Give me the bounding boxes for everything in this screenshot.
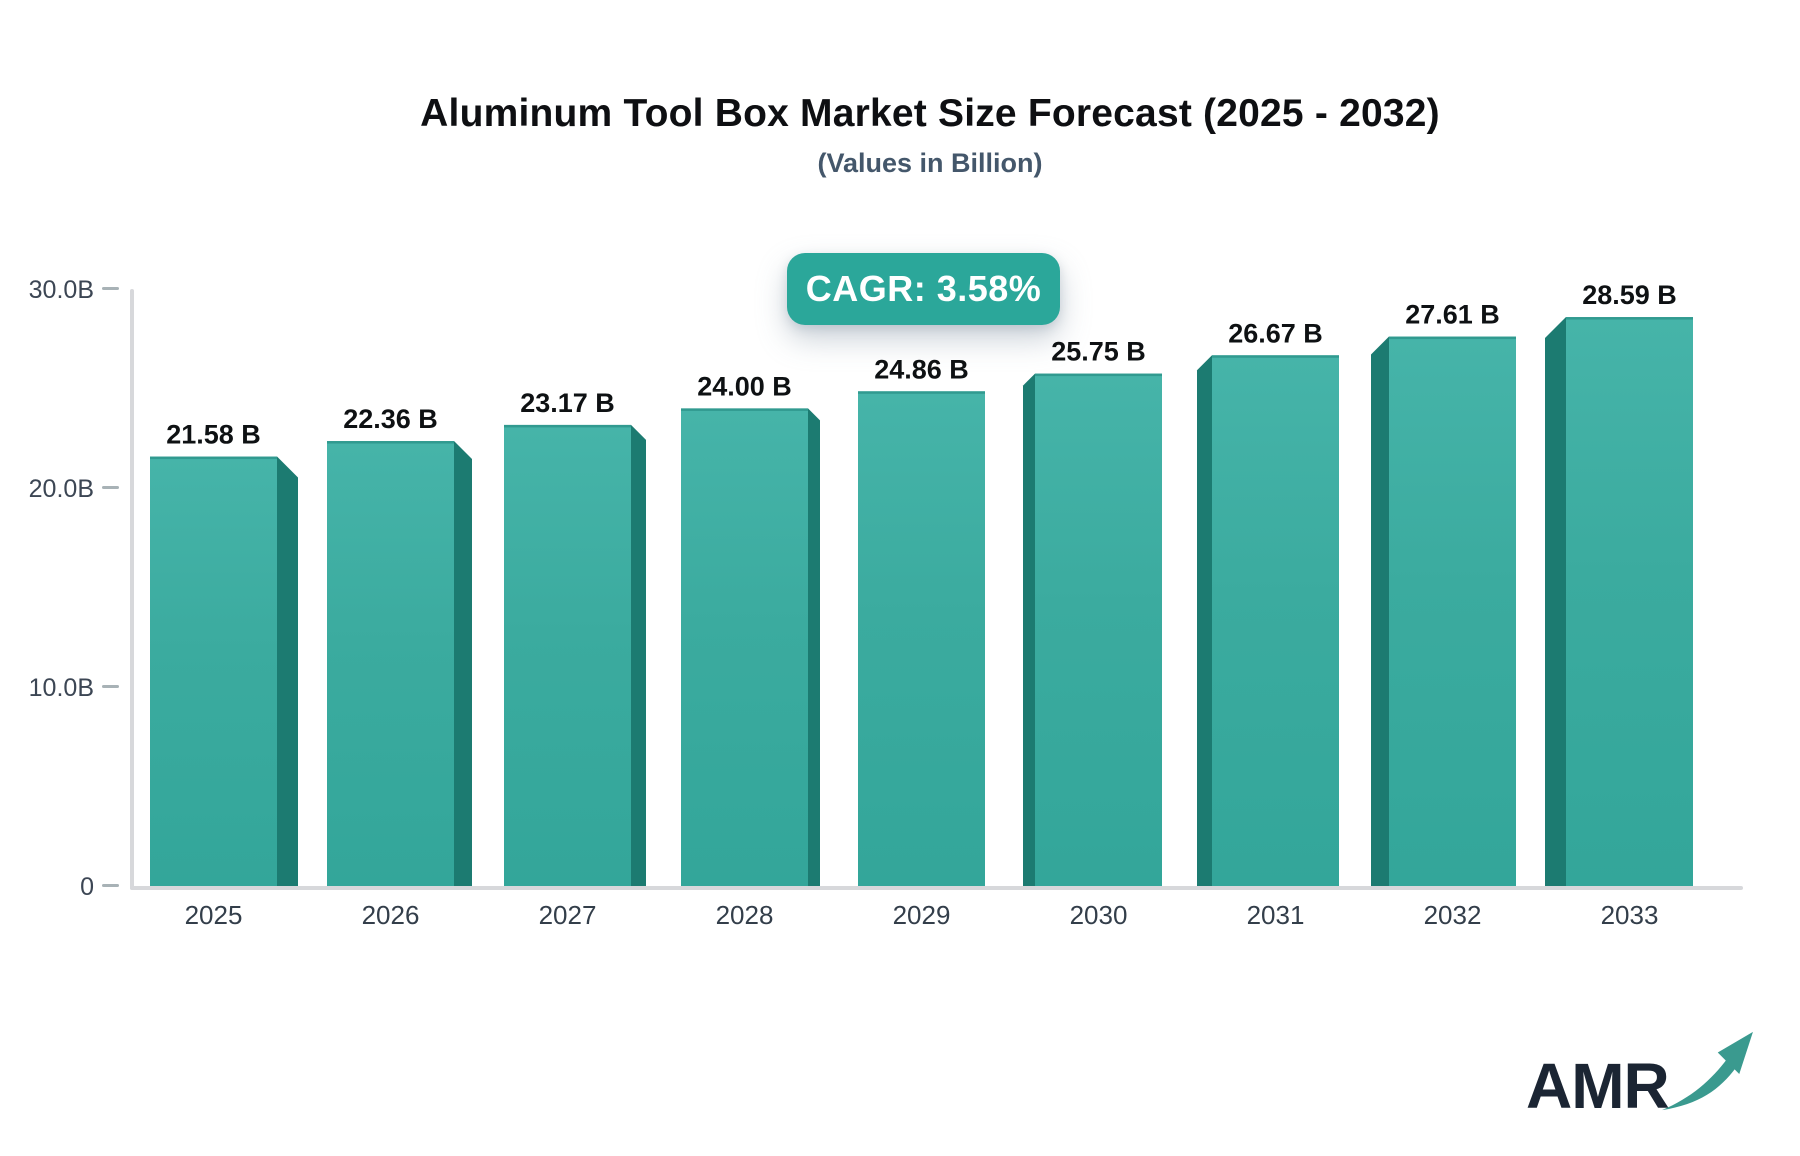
bar-value-label: 24.00 B bbox=[697, 371, 792, 401]
bar-face bbox=[1035, 373, 1162, 886]
bar-top-edge bbox=[681, 408, 808, 411]
y-tick-dash bbox=[102, 486, 119, 489]
bar-value-label: 27.61 B bbox=[1405, 300, 1500, 330]
bar-top-edge bbox=[1212, 355, 1339, 358]
bar-side bbox=[1371, 336, 1389, 886]
bar-value-label: 25.75 B bbox=[1051, 337, 1146, 367]
bar-top-edge bbox=[858, 391, 985, 394]
bar-side bbox=[1023, 373, 1035, 886]
x-axis-label: 2031 bbox=[1247, 900, 1305, 930]
x-axis-label: 2032 bbox=[1424, 900, 1482, 930]
bar-side bbox=[454, 441, 472, 886]
amr-logo-text: AMR bbox=[1526, 1050, 1670, 1122]
y-tick-dash bbox=[102, 685, 119, 688]
bar-value-label: 28.59 B bbox=[1582, 280, 1677, 310]
bar-value-label: 21.58 B bbox=[166, 420, 261, 450]
chart-subtitle: (Values in Billion) bbox=[817, 148, 1043, 178]
y-tick-label: 10.0B bbox=[29, 674, 94, 702]
bar-side bbox=[631, 424, 646, 886]
bar-face bbox=[1566, 317, 1693, 887]
bar-face bbox=[858, 391, 985, 886]
bar-value-label: 22.36 B bbox=[343, 404, 438, 434]
bar-top-edge bbox=[504, 424, 631, 428]
y-tick-label: 0 bbox=[80, 873, 94, 901]
y-tick-label: 20.0B bbox=[29, 475, 94, 503]
bar-value-label: 24.86 B bbox=[874, 354, 969, 384]
bar-side bbox=[808, 408, 820, 886]
y-axis-line bbox=[130, 289, 134, 890]
x-axis-label: 2033 bbox=[1601, 900, 1659, 930]
x-axis-label: 2030 bbox=[1070, 900, 1128, 930]
cagr-badge: CAGR: 3.58% bbox=[787, 253, 1060, 325]
bar-face bbox=[504, 424, 631, 886]
x-axis-line bbox=[130, 886, 1743, 890]
x-axis-label: 2026 bbox=[362, 900, 420, 930]
bar-face bbox=[1212, 355, 1339, 887]
bar-value-label: 23.17 B bbox=[520, 388, 615, 418]
x-axis-label: 2029 bbox=[893, 900, 951, 930]
bar-face bbox=[1389, 336, 1516, 886]
y-tick-label: 30.0B bbox=[29, 276, 94, 304]
cagr-badge-label: CAGR: 3.58% bbox=[805, 268, 1042, 309]
plot-area: 30.0B 20.0B 10.0B 0 21.58 B 2025 22.36 B 2026 23… bbox=[29, 276, 1743, 930]
bar-side bbox=[1545, 317, 1566, 887]
bar-side bbox=[277, 456, 298, 886]
x-axis-label: 2028 bbox=[716, 900, 774, 930]
bar-top-edge bbox=[1389, 336, 1516, 340]
bar-top-edge bbox=[1035, 373, 1162, 377]
bar-top-edge bbox=[1566, 317, 1693, 320]
y-tick-dash bbox=[102, 884, 119, 887]
x-axis-label: 2027 bbox=[539, 900, 597, 930]
x-axis-label: 2025 bbox=[185, 900, 243, 930]
chart-title: Aluminum Tool Box Market Size Forecast (… bbox=[420, 92, 1440, 135]
growth-arrow-icon bbox=[1661, 1031, 1753, 1111]
y-tick-dash bbox=[102, 287, 119, 290]
bar-face bbox=[681, 408, 808, 886]
bar-face bbox=[327, 441, 454, 886]
bar-side bbox=[1197, 355, 1212, 887]
bar-top-edge bbox=[327, 441, 454, 444]
bar-face bbox=[150, 456, 277, 886]
bar-value-label: 26.67 B bbox=[1228, 318, 1323, 348]
bar-top-edge bbox=[150, 456, 277, 460]
amr-logo: AMR bbox=[1526, 1028, 1757, 1118]
